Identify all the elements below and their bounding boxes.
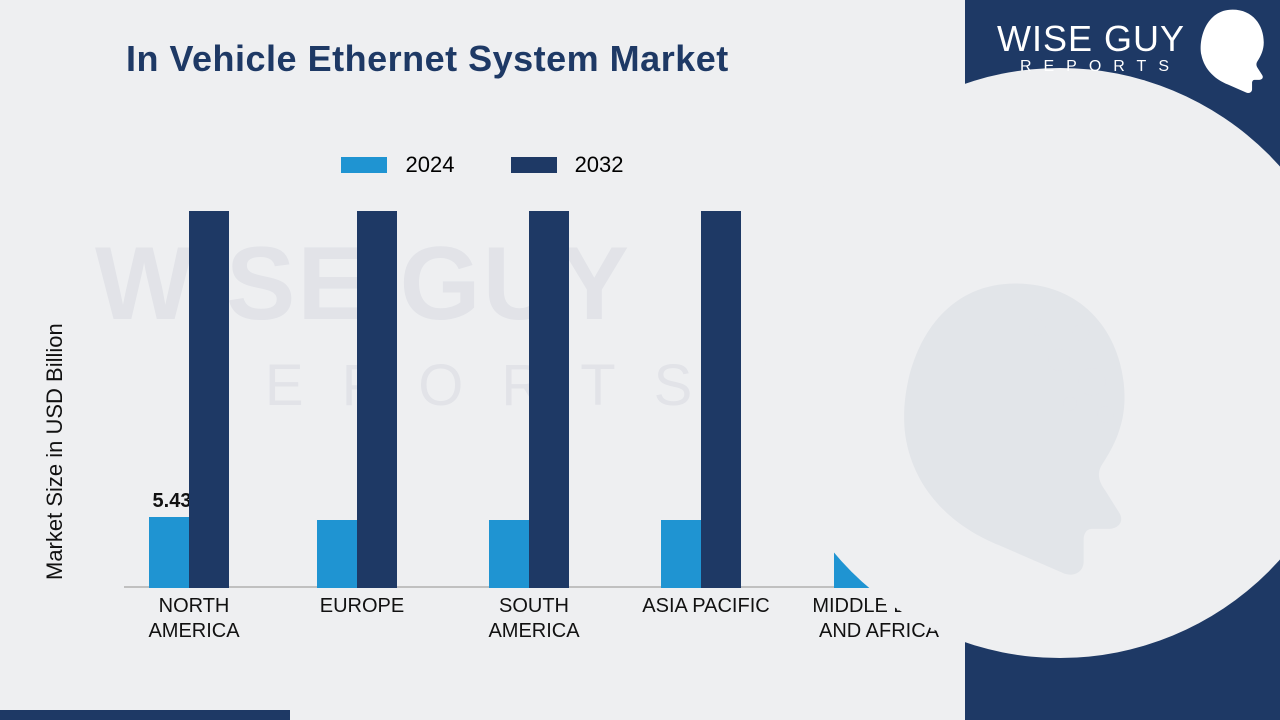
chart-title: In Vehicle Ethernet System Market — [0, 0, 965, 80]
bar — [661, 520, 701, 588]
legend-item-2024: 2024 — [341, 152, 454, 178]
category-label: SOUTH AMERICA — [454, 588, 614, 644]
category-label: NORTH AMERICA — [114, 588, 274, 644]
legend-swatch-2024 — [341, 157, 387, 173]
bar — [189, 211, 229, 588]
legend: 2024 2032 — [0, 152, 965, 179]
bar — [529, 211, 569, 588]
bar: 5.43 — [149, 517, 189, 588]
legend-label-2032: 2032 — [575, 152, 624, 178]
bar — [701, 211, 741, 588]
right-sidebar — [965, 0, 1280, 720]
category-label: EUROPE — [282, 588, 442, 619]
bar-group: EUROPE — [317, 198, 407, 588]
legend-swatch-2032 — [511, 157, 557, 173]
bottom-accent-bar — [0, 710, 290, 720]
bar-group: SOUTH AMERICA — [489, 198, 579, 588]
bar-group: 5.43NORTH AMERICA — [149, 198, 239, 588]
bar — [489, 520, 529, 588]
bar-group: ASIA PACIFIC — [661, 198, 751, 588]
brand-head-icon — [1192, 8, 1270, 94]
bulge-head-icon — [870, 278, 1150, 578]
legend-label-2024: 2024 — [405, 152, 454, 178]
bar — [357, 211, 397, 588]
bar — [317, 520, 357, 588]
legend-item-2032: 2032 — [511, 152, 624, 178]
category-label: ASIA PACIFIC — [626, 588, 786, 619]
y-axis-label: Market Size in USD Billion — [42, 323, 68, 580]
